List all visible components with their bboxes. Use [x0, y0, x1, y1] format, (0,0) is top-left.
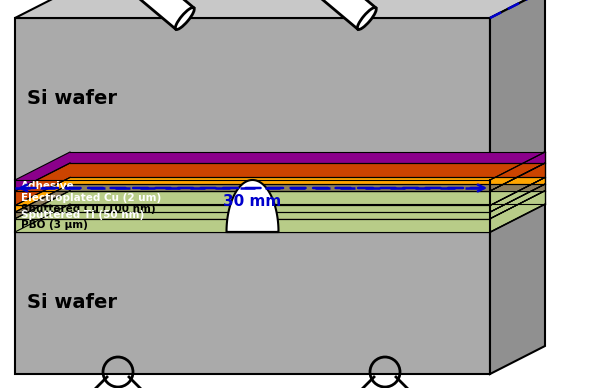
Text: Electroplated Cu (2 um): Electroplated Cu (2 um) — [21, 193, 161, 203]
Polygon shape — [227, 180, 278, 232]
Polygon shape — [490, 204, 545, 374]
Polygon shape — [15, 219, 490, 232]
Text: Si wafer: Si wafer — [27, 293, 117, 312]
Text: 30 mm: 30 mm — [223, 194, 281, 209]
Text: Sputtered Ti (50 nm): Sputtered Ti (50 nm) — [21, 210, 144, 220]
Polygon shape — [15, 204, 545, 232]
Polygon shape — [15, 18, 490, 180]
Polygon shape — [490, 184, 545, 219]
Polygon shape — [490, 0, 545, 180]
Polygon shape — [122, 0, 194, 29]
Polygon shape — [15, 180, 490, 191]
Polygon shape — [15, 0, 545, 18]
Text: Sputtered Cu (100 nm): Sputtered Cu (100 nm) — [21, 204, 155, 214]
Polygon shape — [490, 163, 545, 206]
Text: Si wafer: Si wafer — [27, 90, 117, 109]
Polygon shape — [15, 212, 490, 219]
Polygon shape — [15, 152, 545, 180]
Text: PBO (3 μm): PBO (3 μm) — [21, 220, 88, 230]
Polygon shape — [15, 191, 545, 219]
Polygon shape — [15, 232, 490, 374]
Ellipse shape — [175, 7, 194, 29]
Polygon shape — [490, 152, 545, 191]
Polygon shape — [15, 163, 545, 191]
Polygon shape — [15, 184, 545, 212]
Ellipse shape — [358, 7, 376, 29]
Polygon shape — [15, 206, 490, 212]
Text: Adhesive: Adhesive — [21, 180, 74, 191]
Polygon shape — [490, 177, 545, 212]
Polygon shape — [304, 0, 376, 29]
Polygon shape — [490, 191, 545, 232]
Polygon shape — [15, 191, 490, 206]
Polygon shape — [15, 177, 545, 206]
